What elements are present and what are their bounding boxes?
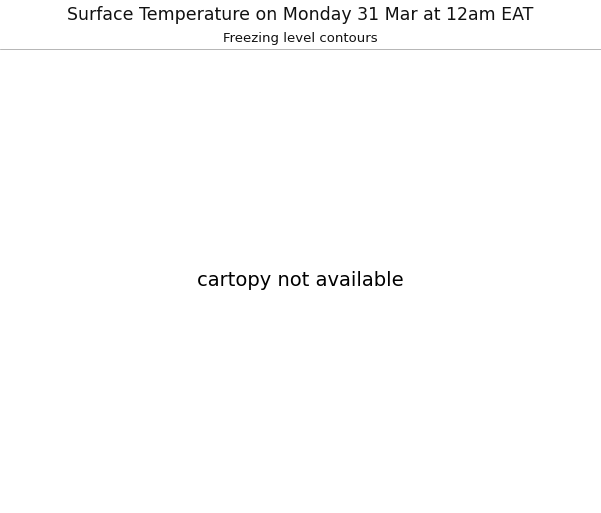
Text: Surface Temperature on Monday 31 Mar at 12am EAT: Surface Temperature on Monday 31 Mar at … (67, 6, 534, 24)
Text: cartopy not available: cartopy not available (197, 271, 404, 290)
Text: Freezing level contours: Freezing level contours (223, 32, 378, 46)
